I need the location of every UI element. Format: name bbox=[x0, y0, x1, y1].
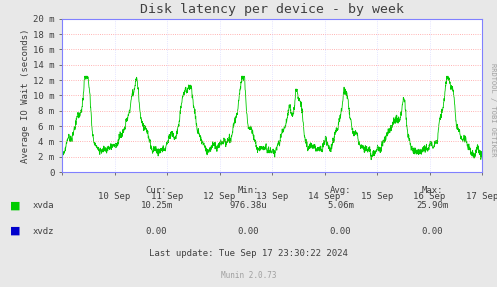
Text: 16 Sep: 16 Sep bbox=[414, 192, 446, 201]
Text: Max:: Max: bbox=[421, 186, 443, 195]
Text: RRDTOOL / TOBI OETIKER: RRDTOOL / TOBI OETIKER bbox=[490, 63, 496, 157]
Text: 13 Sep: 13 Sep bbox=[256, 192, 288, 201]
Y-axis label: Average IO Wait (seconds): Average IO Wait (seconds) bbox=[21, 28, 30, 163]
Text: 0.00: 0.00 bbox=[238, 226, 259, 236]
Text: Munin 2.0.73: Munin 2.0.73 bbox=[221, 271, 276, 280]
Text: xvda: xvda bbox=[32, 201, 54, 210]
Text: 0.00: 0.00 bbox=[421, 226, 443, 236]
Title: Disk latency per device - by week: Disk latency per device - by week bbox=[140, 3, 404, 16]
Text: xvdz: xvdz bbox=[32, 226, 54, 236]
Text: Last update: Tue Sep 17 23:30:22 2024: Last update: Tue Sep 17 23:30:22 2024 bbox=[149, 249, 348, 259]
Text: 976.38u: 976.38u bbox=[230, 201, 267, 210]
Text: 25.90m: 25.90m bbox=[416, 201, 448, 210]
Text: 10.25m: 10.25m bbox=[141, 201, 172, 210]
Text: 15 Sep: 15 Sep bbox=[361, 192, 393, 201]
Text: 11 Sep: 11 Sep bbox=[151, 192, 183, 201]
Text: Min:: Min: bbox=[238, 186, 259, 195]
Text: 0.00: 0.00 bbox=[146, 226, 167, 236]
Text: Avg:: Avg: bbox=[330, 186, 351, 195]
Text: Cur:: Cur: bbox=[146, 186, 167, 195]
Text: ■: ■ bbox=[10, 200, 20, 210]
Text: 5.06m: 5.06m bbox=[327, 201, 354, 210]
Text: 14 Sep: 14 Sep bbox=[309, 192, 341, 201]
Text: 12 Sep: 12 Sep bbox=[203, 192, 236, 201]
Text: 17 Sep: 17 Sep bbox=[466, 192, 497, 201]
Text: ■: ■ bbox=[10, 226, 20, 236]
Text: 0.00: 0.00 bbox=[330, 226, 351, 236]
Text: 10 Sep: 10 Sep bbox=[98, 192, 131, 201]
